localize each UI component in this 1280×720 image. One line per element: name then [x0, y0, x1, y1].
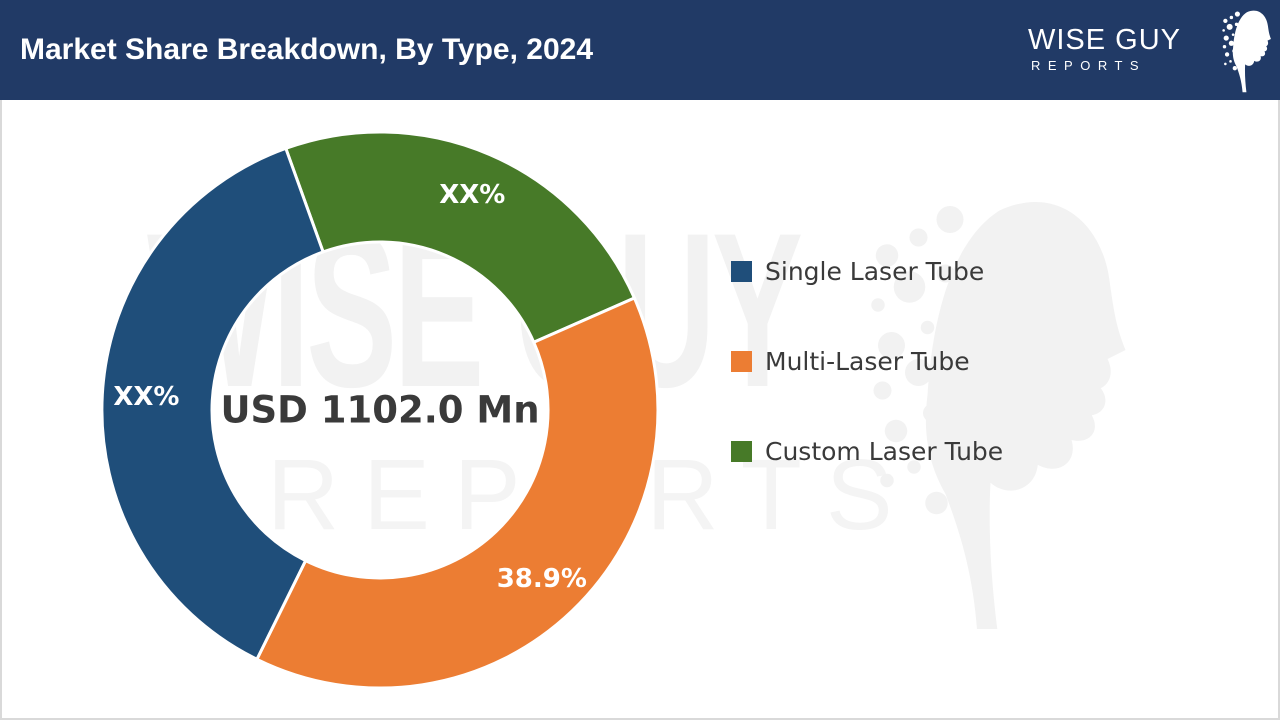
slice-multi-laser-tube	[255, 296, 660, 690]
donut-chart: XX% 38.9% XX%	[100, 130, 660, 690]
legend-label-multi-laser-tube: Multi-Laser Tube	[765, 346, 970, 376]
brand-name: WISE GUY	[1028, 24, 1182, 56]
slice-label-custom-laser-tube: XX%	[439, 180, 505, 210]
header-bar: Market Share Breakdown, By Type, 2024 WI…	[0, 0, 1280, 100]
brand-subtitle: REPORTS	[1031, 58, 1147, 73]
legend-swatch-single-laser-tube	[731, 260, 752, 282]
legend-swatch-custom-laser-tube	[731, 440, 752, 462]
legend-swatch-multi-laser-tube	[731, 350, 752, 372]
legend-label-single-laser-tube: Single Laser Tube	[765, 256, 985, 286]
page-title: Market Share Breakdown, By Type, 2024	[20, 33, 594, 66]
legend-item-multi-laser-tube: Multi-Laser Tube	[731, 336, 1003, 386]
brand-logo: WISE GUY REPORTS	[1028, 4, 1271, 96]
slice-label-single-laser-tube: XX%	[113, 382, 179, 412]
slice-custom-laser-tube	[284, 130, 636, 344]
slice-label-multi-laser-tube: 38.9%	[497, 564, 587, 594]
legend-item-single-laser-tube: Single Laser Tube	[731, 246, 1003, 296]
chart-legend: Single Laser Tube Multi-Laser Tube Custo…	[731, 246, 1003, 516]
legend-label-custom-laser-tube: Custom Laser Tube	[765, 436, 1004, 466]
face-profile-icon	[1222, 10, 1271, 93]
content-area: WISE GUY REPORTS XX%38.9%XX% USD 1102.0 …	[0, 100, 1280, 720]
center-value-label: USD 1102.0 Mn	[220, 388, 540, 432]
legend-item-custom-laser-tube: Custom Laser Tube	[731, 426, 1003, 476]
brand-logo-text: WISE GUY REPORTS	[1028, 24, 1182, 73]
slice-single-laser-tube	[100, 146, 325, 661]
